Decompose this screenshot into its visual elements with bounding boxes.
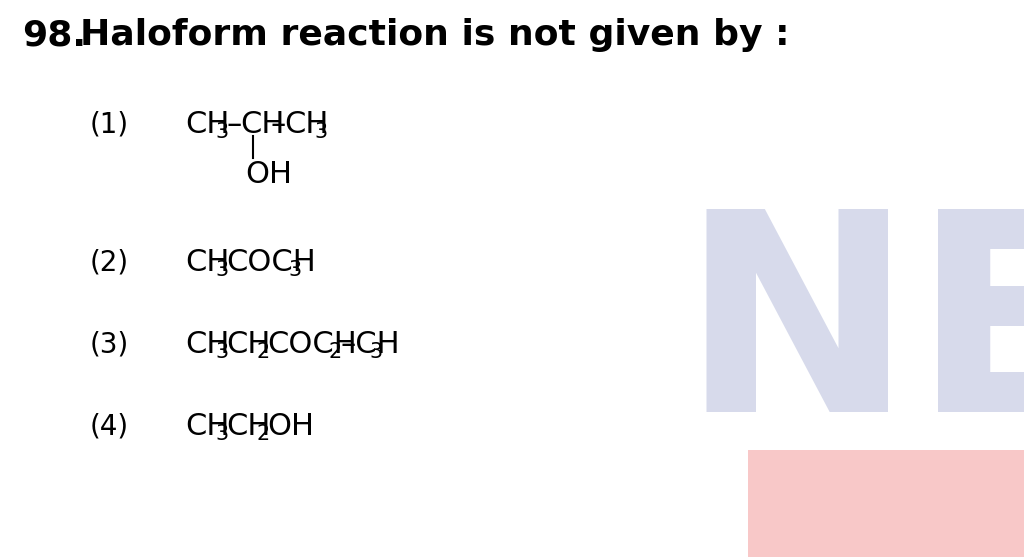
Text: 3: 3 — [288, 260, 301, 280]
Text: OH: OH — [267, 412, 314, 441]
FancyBboxPatch shape — [748, 450, 1024, 557]
Text: 3: 3 — [215, 122, 228, 142]
Text: CH: CH — [240, 110, 285, 139]
Text: (1): (1) — [90, 110, 129, 138]
Text: –: – — [270, 110, 286, 139]
Text: CH: CH — [185, 412, 229, 441]
Text: –: – — [226, 110, 242, 139]
Text: Haloform reaction is not given by :: Haloform reaction is not given by : — [80, 18, 790, 52]
Text: COCH: COCH — [267, 330, 356, 359]
Text: 2: 2 — [329, 342, 342, 362]
Text: 3: 3 — [215, 424, 228, 444]
Text: CH: CH — [185, 248, 229, 277]
Text: CH: CH — [185, 330, 229, 359]
Text: CH: CH — [185, 110, 229, 139]
Text: OH: OH — [245, 160, 292, 189]
Text: 98.: 98. — [22, 18, 86, 52]
Text: CH: CH — [226, 330, 270, 359]
Text: (2): (2) — [90, 248, 129, 276]
Text: 3: 3 — [215, 260, 228, 280]
Text: 3: 3 — [215, 342, 228, 362]
Text: CH: CH — [226, 412, 270, 441]
Text: 3: 3 — [314, 122, 327, 142]
Text: –CH: –CH — [341, 330, 400, 359]
Text: 3: 3 — [369, 342, 382, 362]
Text: 2: 2 — [256, 424, 269, 444]
Text: (4): (4) — [90, 412, 129, 440]
Text: CH: CH — [284, 110, 329, 139]
Text: NE: NE — [680, 200, 1024, 470]
Text: COCH: COCH — [226, 248, 315, 277]
Text: (3): (3) — [90, 330, 129, 358]
Text: 2: 2 — [256, 342, 269, 362]
